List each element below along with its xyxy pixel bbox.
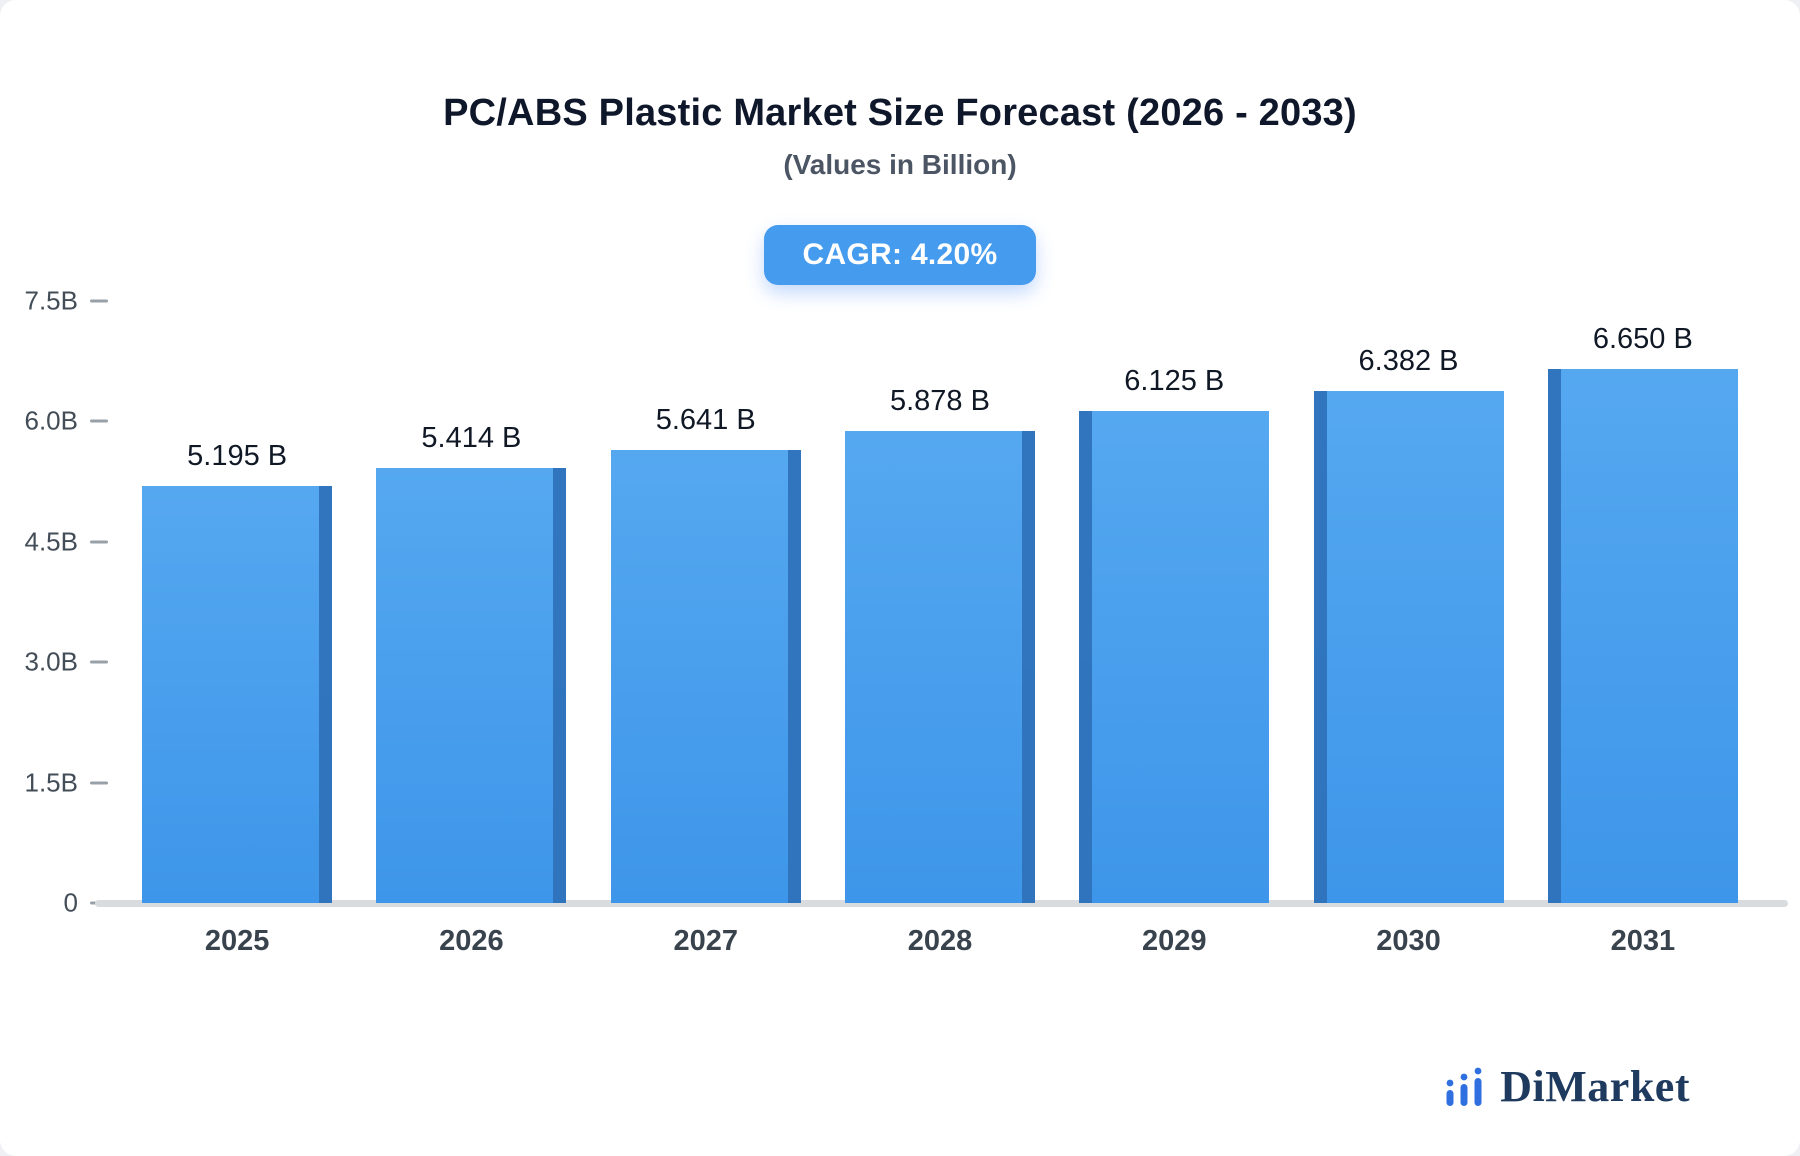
y-tick-3.0B: 3.0B (24, 646, 108, 678)
x-axis-label-2025: 2025 (204, 925, 270, 957)
y-tick-mark (90, 660, 108, 664)
y-tick-6.0B: 6.0B (24, 405, 108, 437)
bar-side-shade (1313, 391, 1327, 903)
chart-title: PC/ABS Plastic Market Size Forecast (202… (443, 92, 1357, 134)
dimarket-logo: DiMarket (1440, 1061, 1690, 1112)
y-tick-7.5B: 7.5B (24, 285, 108, 317)
x-axis-labels: 2025 2026 2027 2028 2029 2030 2031 (120, 925, 1760, 958)
dimarket-logo-icon (1446, 1067, 1482, 1106)
x-axis-baseline (95, 900, 1788, 907)
bar-value-label: 6.650 B (1592, 323, 1693, 355)
bar-side-shade (553, 468, 567, 903)
bar-side-shade (1021, 431, 1035, 903)
bar-value-label: 5.878 B (889, 385, 990, 417)
y-tick-label: 7.5B (24, 285, 79, 316)
bar-side-shade (1079, 411, 1093, 903)
x-axis-label-2028: 2028 (907, 925, 973, 957)
bar-side-shade (1547, 369, 1561, 903)
x-axis-label-2030: 2030 (1376, 925, 1441, 957)
bar-value-label: 5.195 B (187, 440, 288, 472)
y-tick-label: 1.5B (24, 767, 79, 798)
y-tick-label: 4.5B (24, 526, 79, 557)
bar-2026: 5.414 B (376, 422, 567, 903)
y-tick-mark (90, 299, 108, 303)
bar-2031: 6.650 B (1547, 323, 1738, 903)
bar-2028: 5.878 B (844, 385, 1035, 903)
x-axis-label-2026: 2026 (439, 925, 504, 957)
bar-value-label: 6.125 B (1124, 365, 1225, 397)
bar-2029: 6.125 B (1079, 365, 1270, 903)
y-tick-label: 0 (63, 887, 78, 918)
y-tick-label: 3.0B (24, 646, 79, 677)
bar-2030: 6.382 B (1313, 345, 1504, 903)
y-tick-1.5B: 1.5B (24, 767, 108, 798)
bar-chart: 7.5B 6.0B 4.5B 3.0B 1.5B 0 5.195 B 5.414 B 5.64… (25, 286, 1788, 918)
bar-value-label: 6.382 B (1358, 345, 1459, 377)
x-axis-label-2027: 2027 (673, 925, 738, 957)
x-axis-label-2031: 2031 (1610, 925, 1676, 957)
y-tick-label: 6.0B (24, 405, 79, 436)
dimarket-logo-text: DiMarket (1500, 1062, 1690, 1111)
bar-2027: 5.641 B (610, 404, 801, 903)
chart-subtitle: (Values in Billion) (783, 149, 1017, 180)
badge-row: CAGR: 4.20% (0, 225, 1800, 285)
bar-value-label: 5.414 B (421, 422, 522, 454)
y-tick-mark (90, 540, 108, 544)
bar-side-shade (319, 486, 333, 903)
x-axis-label-2029: 2029 (1142, 925, 1207, 957)
bar-side-shade (787, 450, 801, 903)
y-axis: 7.5B 6.0B 4.5B 3.0B 1.5B 0 (0, 286, 108, 918)
bar-2025: 5.195 B (142, 440, 333, 903)
y-tick-mark (90, 781, 108, 785)
plot-area: 7.5B 6.0B 4.5B 3.0B 1.5B 0 5.195 B 5.414 B 5.64… (25, 286, 1788, 918)
bar-value-label: 5.641 B (655, 404, 756, 436)
y-tick-mark (90, 419, 108, 423)
y-tick-4.5B: 4.5B (24, 526, 108, 557)
cagr-badge: CAGR: 4.20% (764, 225, 1036, 285)
